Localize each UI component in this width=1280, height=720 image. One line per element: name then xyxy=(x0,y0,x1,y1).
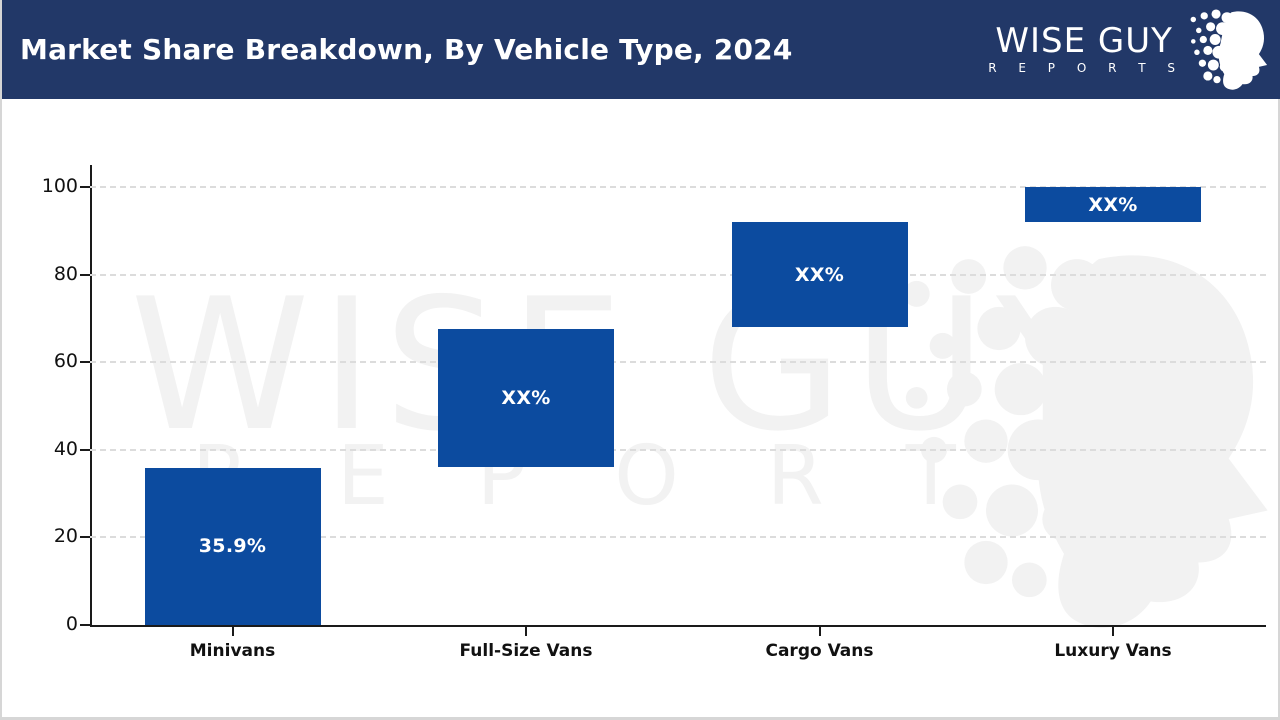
logo-wiseguy-text: WISE GUY xyxy=(995,20,1173,61)
gridline-40 xyxy=(90,448,1266,451)
gridline-100 xyxy=(90,186,1266,188)
bar-value-label-3: XX% xyxy=(1088,193,1138,216)
y-tick-20 xyxy=(80,536,90,539)
x-tick-label-3: Luxury Vans xyxy=(1054,641,1172,661)
x-tick-3 xyxy=(1112,627,1114,636)
bar-luxury-vans: XX% xyxy=(1025,187,1201,223)
y-tick-label-40: 40 xyxy=(53,437,78,460)
bar-full-size-vans: XX% xyxy=(438,328,614,467)
bar-value-label-1: XX% xyxy=(501,386,551,409)
logo-face-icon xyxy=(1190,8,1268,90)
y-tick-40 xyxy=(80,448,90,451)
y-tick-label-20: 20 xyxy=(53,525,78,548)
y-tick-60 xyxy=(80,361,90,364)
x-tick-2 xyxy=(818,627,821,636)
y-tick-label-60: 60 xyxy=(53,350,78,373)
chart-title: Market Share Breakdown, By Vehicle Type,… xyxy=(20,33,793,66)
y-axis-line xyxy=(90,165,92,627)
bar-value-label-2: XX% xyxy=(794,263,845,286)
y-tick-label-0: 0 xyxy=(65,613,78,635)
x-axis-line xyxy=(90,625,1266,627)
x-tick-label-2: Cargo Vans xyxy=(765,641,874,661)
y-tick-0 xyxy=(80,624,90,626)
gridline-20 xyxy=(90,536,1266,539)
x-tick-label-0: Minivans xyxy=(189,641,276,661)
y-tick-80 xyxy=(80,273,90,276)
gridline-80 xyxy=(90,273,1266,276)
x-tick-1 xyxy=(525,627,527,636)
y-tick-label-80: 80 xyxy=(53,262,78,285)
header-bar: Market Share Breakdown, By Vehicle Type,… xyxy=(2,0,1280,99)
x-tick-label-1: Full-Size Vans xyxy=(459,641,593,661)
bar-value-label-0: 35.9% xyxy=(198,535,267,558)
y-tick-label-100: 100 xyxy=(41,175,78,197)
bar-minivans: 35.9% xyxy=(144,467,321,625)
y-tick-100 xyxy=(80,186,90,188)
logo-reports-text: R E P O R T S xyxy=(988,61,1184,76)
logo-text: WISE GUY R E P O R T S xyxy=(984,20,1184,76)
bar-cargo-vans: XX% xyxy=(731,222,908,328)
wise-guy-reports-logo: WISE GUY R E P O R T S xyxy=(984,6,1268,94)
x-tick-0 xyxy=(231,627,234,636)
gridline-60 xyxy=(90,361,1266,364)
